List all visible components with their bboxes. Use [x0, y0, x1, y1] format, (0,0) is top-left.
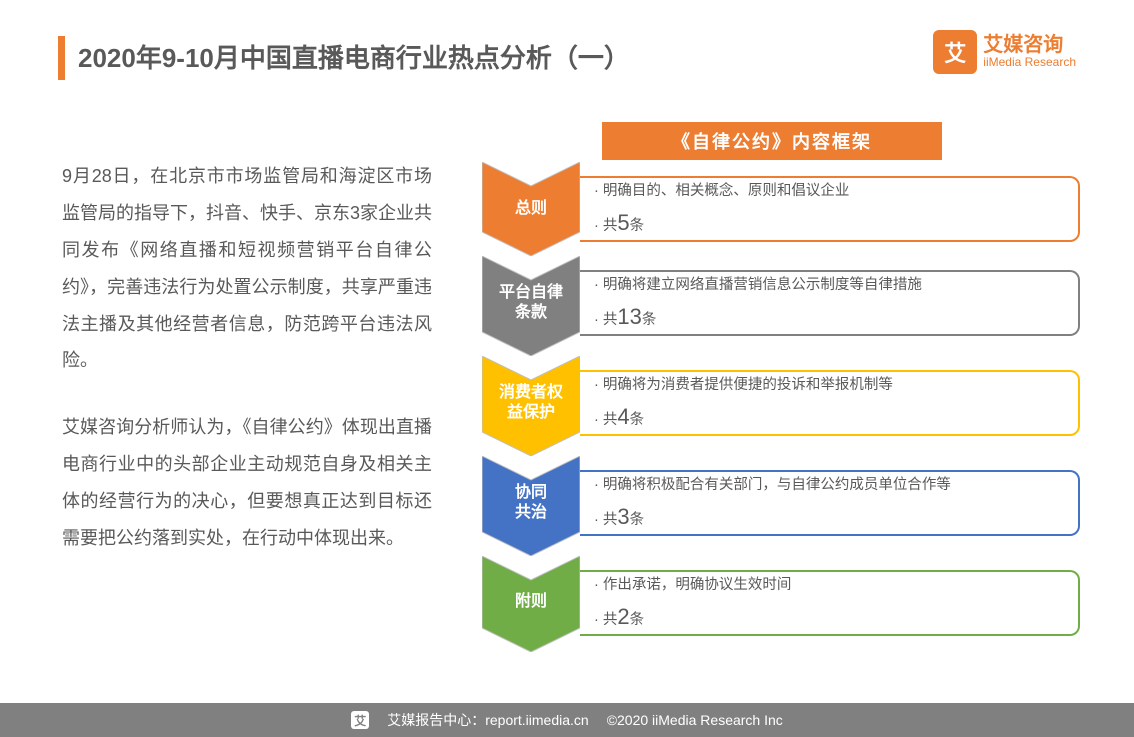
brand-logo: 艾 艾媒咨询 iiMedia Research: [933, 30, 1076, 74]
framework-row-count: · 共4条: [594, 399, 1064, 434]
framework-row-content: · 明确将积极配合有关部门，与自律公约成员单位合作等· 共3条: [580, 470, 1080, 536]
framework-row-desc: · 作出承诺，明确协议生效时间: [594, 574, 1064, 597]
framework-row-content: · 明确将为消费者提供便捷的投诉和举报机制等· 共4条: [580, 370, 1080, 436]
framework-row-count: · 共2条: [594, 599, 1064, 634]
framework-row-desc: · 明确将积极配合有关部门，与自律公约成员单位合作等: [594, 474, 1064, 497]
chevron-label: 平台自律条款: [482, 272, 580, 334]
paragraph-2: 艾媒咨询分析师认为，《自律公约》体现出直播电商行业中的头部企业主动规范自身及相关…: [62, 409, 432, 557]
footer-site-label: 艾媒报告中心：: [387, 712, 485, 728]
chevron-label: 消费者权益保护: [482, 372, 580, 434]
chevron-label: 总则: [482, 182, 580, 236]
framework-row-count: · 共13条: [594, 299, 1064, 334]
paragraph-1: 9月28日，在北京市市场监管局和海淀区市场监管局的指导下，抖音、快手、京东3家企…: [62, 158, 432, 379]
framework-title: 《自律公约》内容框架: [602, 122, 942, 160]
framework-row-desc: · 明确目的、相关概念、原则和倡议企业: [594, 180, 1064, 203]
framework-row-content: · 明确将建立网络直播营销信息公示制度等自律措施· 共13条: [580, 270, 1080, 336]
page-title: 2020年9-10月中国直播电商行业热点分析（一）: [78, 38, 630, 75]
footer-logo-icon: 艾: [351, 711, 369, 729]
body-text-column: 9月28日，在北京市市场监管局和海淀区市场监管局的指导下，抖音、快手、京东3家企…: [62, 158, 432, 587]
framework-row-count: · 共5条: [594, 205, 1064, 240]
framework-row-content: · 明确目的、相关概念、原则和倡议企业· 共5条: [580, 176, 1080, 242]
brand-logo-badge: 艾: [933, 30, 977, 74]
title-accent-bar: [58, 36, 65, 80]
brand-name-en: iiMedia Research: [983, 56, 1076, 69]
footer-copyright: ©2020 iiMedia Research Inc: [607, 712, 783, 728]
chevron-label: 附则: [482, 574, 580, 630]
framework-row-desc: · 明确将为消费者提供便捷的投诉和举报机制等: [594, 374, 1064, 397]
footer-site-url: report.iimedia.cn: [485, 712, 589, 728]
framework-row-desc: · 明确将建立网络直播营销信息公示制度等自律措施: [594, 274, 1064, 297]
framework-row-count: · 共3条: [594, 499, 1064, 534]
page-footer: 艾 艾媒报告中心：report.iimedia.cn ©2020 iiMedia…: [0, 703, 1134, 737]
brand-name-cn: 艾媒咨询: [983, 34, 1076, 56]
framework-row-content: · 作出承诺，明确协议生效时间· 共2条: [580, 570, 1080, 636]
chevron-label: 协同共治: [482, 472, 580, 534]
